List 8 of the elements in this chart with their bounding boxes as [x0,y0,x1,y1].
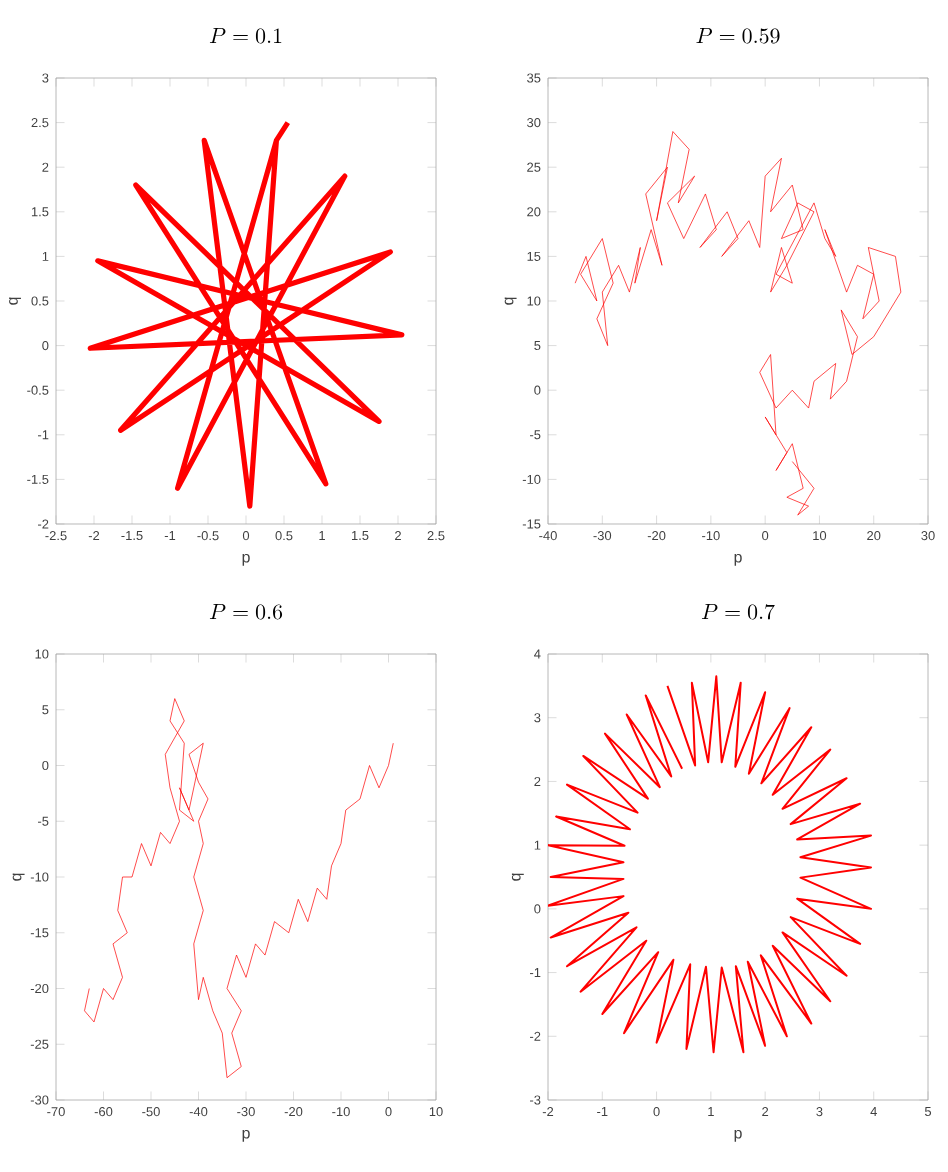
chart-title: $P = 0.6$ [209,604,283,620]
line-series [548,675,873,1054]
line-series [574,131,902,516]
line-series [84,698,394,1079]
chart-title: $P = 0.7$ [701,604,775,620]
chart-title: $P = 0.59$ [696,28,780,44]
chart-title: $P = 0.1$ [209,28,282,44]
line-series [87,119,405,509]
